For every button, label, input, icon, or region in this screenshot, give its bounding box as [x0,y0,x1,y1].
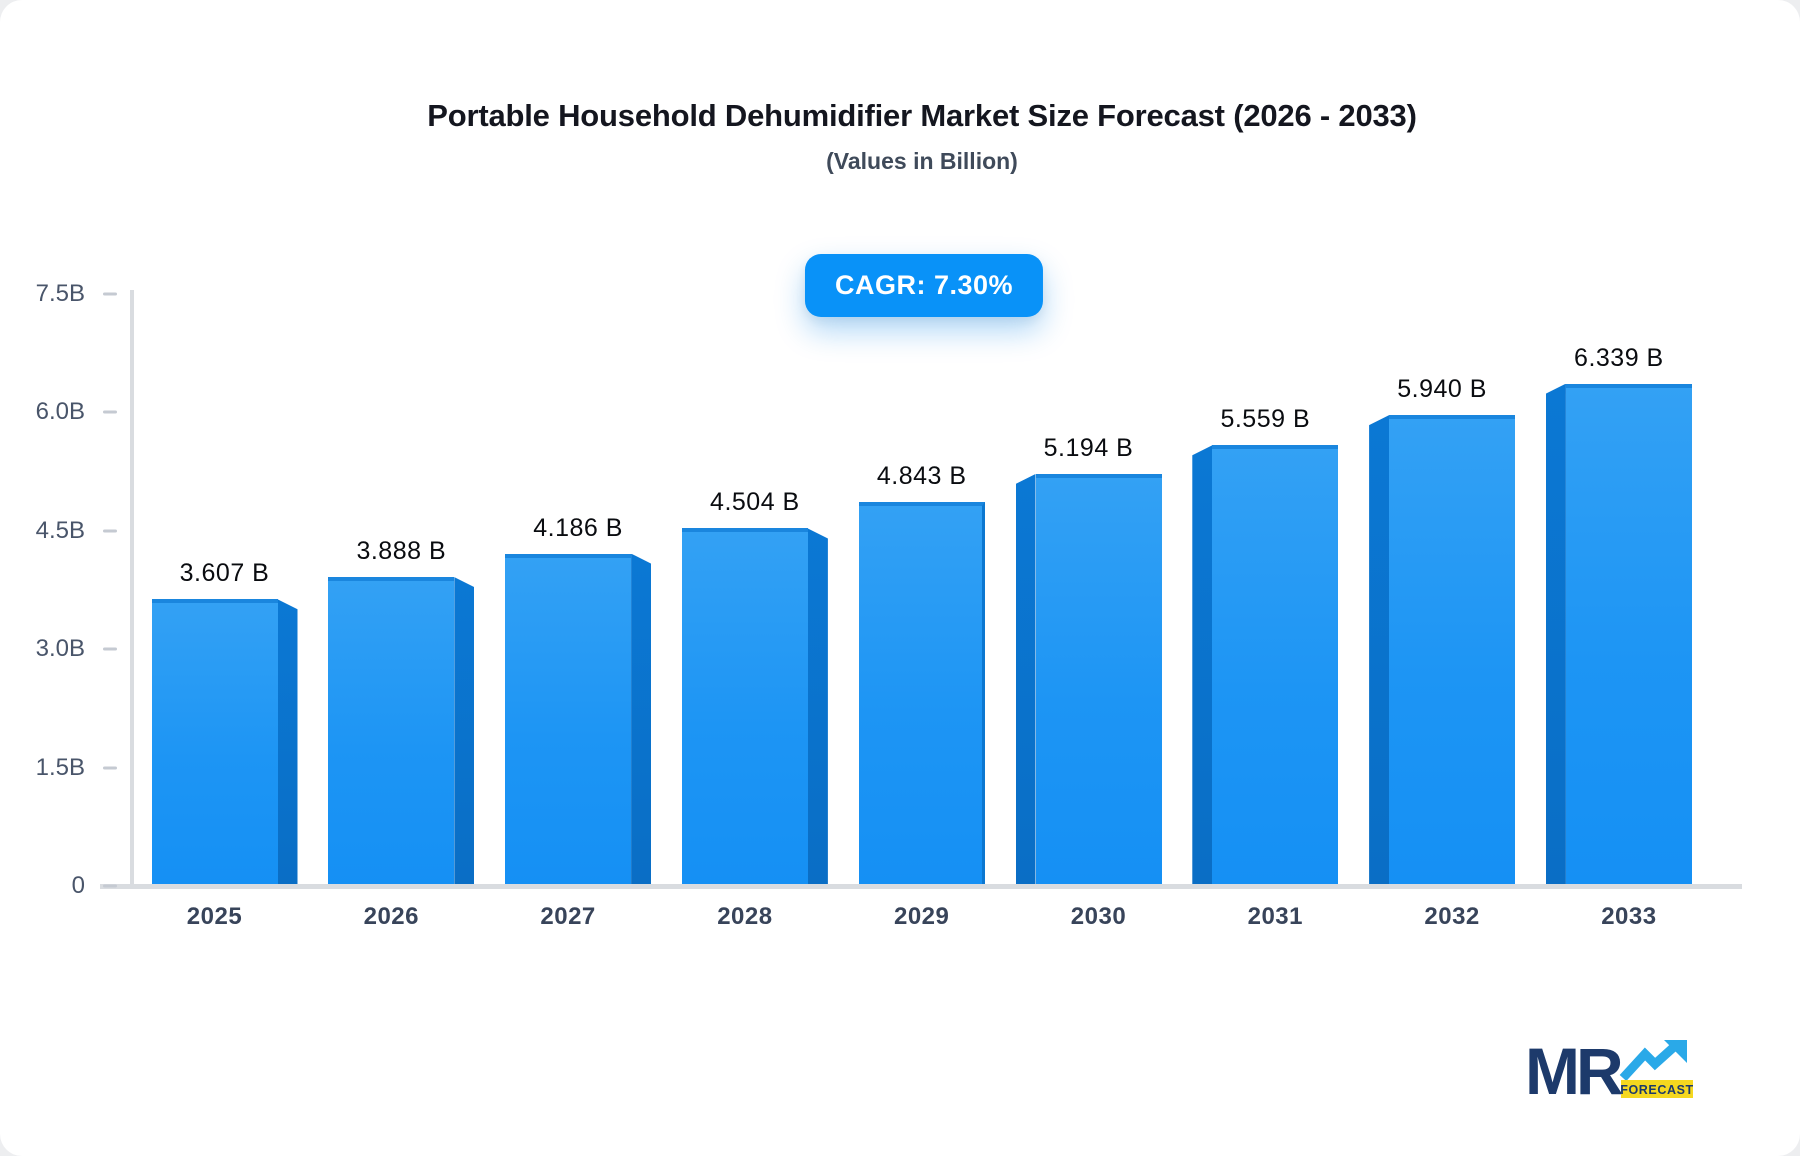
bar-face [505,553,632,884]
bar-value-label: 4.186 B [533,513,623,542]
cagr-badge: CAGR: 7.30% [804,254,1044,317]
logo-forecast-box [1621,1080,1693,1098]
y-tick-label: 7.5B [35,280,85,307]
x-tick-label: 2033 [1601,903,1657,930]
bar-face [151,599,278,884]
y-tick-label: 4.5B [35,516,85,544]
logo-forecast-text: FORECAST [1620,1083,1693,1097]
bar-side-3d [454,577,475,884]
y-tick-mark [103,529,117,533]
x-tick-label: 2027 [540,903,596,930]
y-axis-line [130,290,134,884]
y-tick-mark [103,292,117,296]
bar-value-label: 6.339 B [1574,343,1664,372]
bar-value-label: 5.940 B [1397,375,1487,404]
bar-value-label: 3.607 B [179,559,270,588]
x-tick-label: 2026 [363,903,419,930]
bar-side-3d [1545,383,1566,884]
bar-side-3d [277,599,298,884]
y-tick-label: 6.0B [35,398,85,426]
bar-face [1212,445,1339,884]
bar-side-3d [1192,445,1213,884]
bar-value-label: 4.843 B [876,461,967,490]
bar-side-3d [1015,474,1036,884]
logo-mr-text: MR [1527,1038,1623,1100]
trend-arrow-icon [1619,1040,1687,1082]
cagr-badge-label: CAGR: 7.30% [834,270,1014,300]
bar-side-3d [631,553,652,884]
bar-side-3d [807,528,828,884]
y-tick-label: 0 [71,872,85,899]
bar-value-label: 5.194 B [1043,434,1134,463]
bar-value-label: 3.888 B [356,537,447,566]
bar-face [1389,415,1516,884]
mr-forecast-logo: MR FORECAST [1527,1038,1693,1100]
x-tick-label: 2031 [1247,903,1303,930]
y-tick-label: 3.0B [35,635,85,663]
y-tick-mark [103,884,117,888]
x-tick-label: 2032 [1424,903,1480,930]
x-axis-line [100,884,1742,889]
bar-face [1035,474,1162,884]
x-tick-label: 2028 [717,903,773,930]
x-tick-label: 2029 [893,903,950,930]
bar-value-label: 4.504 B [710,488,800,517]
x-tick-label: 2025 [186,903,243,930]
chart-subtitle: (Values in Billion) [826,148,1018,174]
bar-face [858,501,985,884]
y-tick-label: 1.5B [35,753,85,781]
chart-title: Portable Household Dehumidifier Market S… [427,98,1417,133]
bar-value-label: 5.559 B [1220,405,1311,434]
x-tick-label: 2030 [1070,903,1127,930]
bar-face [681,528,808,884]
y-tick-mark [103,647,117,651]
y-tick-mark [103,410,117,414]
bar-face [328,577,455,884]
bar-side-3d [1369,415,1390,884]
y-tick-mark [103,766,117,770]
bar-face [1565,383,1692,884]
